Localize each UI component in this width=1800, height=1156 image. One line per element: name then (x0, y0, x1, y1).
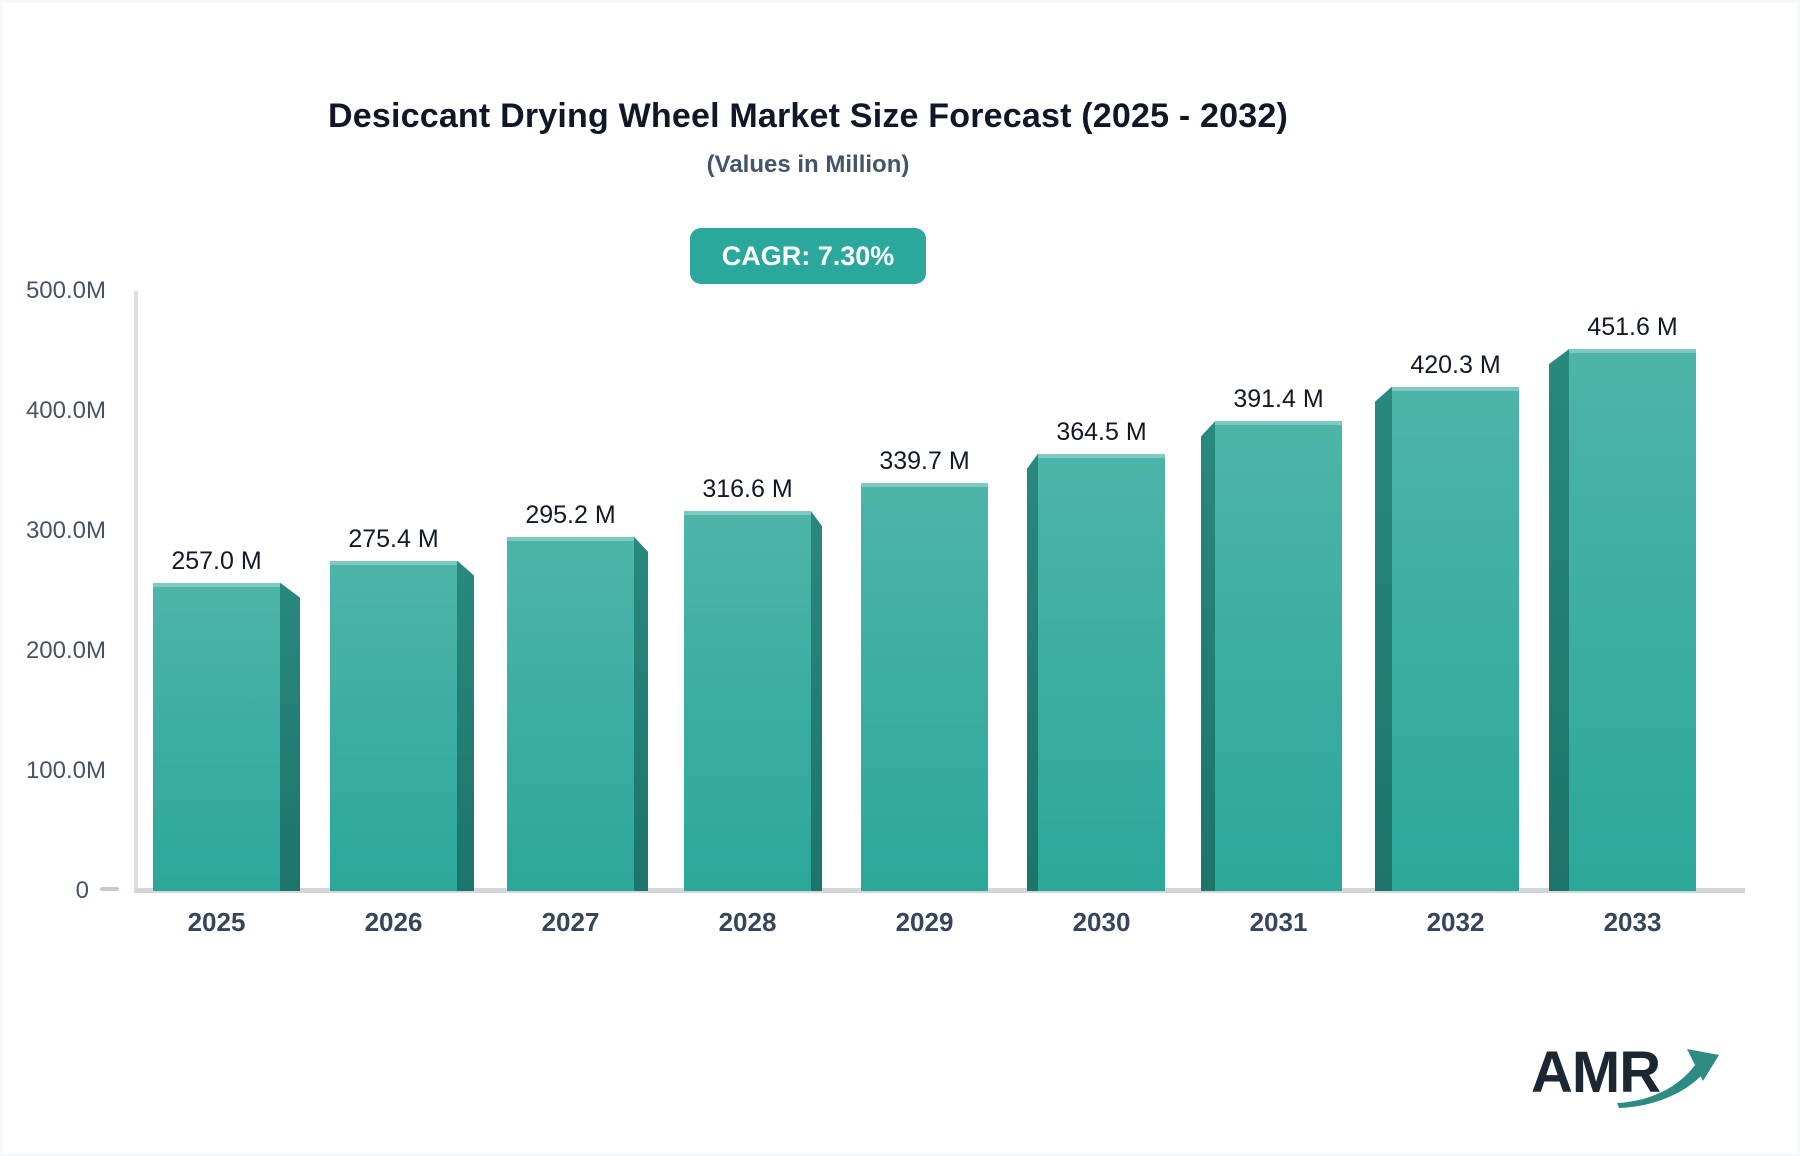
bar-value-label-2032: 420.3 M (1410, 350, 1501, 379)
bar-value-label-2026: 275.4 M (348, 524, 439, 553)
x-axis-label-2027: 2027 (541, 907, 600, 937)
bar-top-highlight (684, 511, 811, 516)
bar-side-2033 (1549, 349, 1569, 891)
bar-top-highlight (1215, 421, 1342, 426)
x-axis-label-2026: 2026 (364, 907, 423, 937)
bar-top-highlight (1569, 349, 1696, 354)
bar-value-label-2030: 364.5 M (1056, 417, 1147, 446)
bar-side-2032 (1375, 386, 1392, 891)
x-axis-label-2025: 2025 (187, 907, 246, 937)
bar-2031[interactable] (1215, 421, 1342, 891)
bar-side-2030 (1027, 453, 1038, 891)
x-axis-label-2028: 2028 (718, 907, 777, 937)
plot-area: 500.0M 400.0M 300.0M 200.0M 100.0M 0 257.0 M 2… (3, 3, 1797, 1153)
x-axis-label-2029: 2029 (895, 907, 954, 937)
bar-value-label-2027: 295.2 M (525, 500, 616, 529)
bar-top-highlight (1392, 386, 1519, 391)
bar-2025[interactable] (153, 582, 280, 891)
y-axis-label-300: 300.0M (25, 517, 106, 544)
bar-value-label-2033: 451.6 M (1587, 313, 1678, 342)
bar-value-label-2025: 257.0 M (171, 546, 262, 575)
x-axis-label-2030: 2030 (1072, 907, 1131, 937)
bar-value-label-2029: 339.7 M (879, 447, 970, 476)
y-axis-label-100: 100.0M (25, 757, 106, 784)
bar-top-highlight (507, 536, 634, 541)
bar-top-highlight (861, 483, 988, 488)
bar-top-highlight (153, 582, 280, 587)
x-axis-label-2031: 2031 (1249, 907, 1308, 937)
chart-title: Desiccant Drying Wheel Market Size Forec… (327, 97, 1288, 135)
bar-2029[interactable] (861, 483, 988, 891)
y-axis-label-0: 0 (75, 877, 89, 904)
chart-subtitle: (Values in Million) (706, 151, 910, 178)
y-axis-label-500: 500.0M (25, 277, 106, 304)
growth-arrow-icon (1617, 1049, 1719, 1108)
bar-value-label-2028: 316.6 M (702, 475, 793, 504)
bar-side-2027 (634, 536, 648, 891)
bar-top-highlight (1038, 453, 1165, 458)
bar-2030[interactable] (1038, 453, 1165, 891)
bar-2026[interactable] (330, 560, 457, 891)
bar-2033[interactable] (1569, 349, 1696, 891)
bar-side-2026 (457, 560, 474, 891)
bar-value-label-2031: 391.4 M (1233, 385, 1324, 414)
bar-2027[interactable] (507, 536, 634, 891)
x-axis-label-2033: 2033 (1603, 907, 1662, 937)
zero-tick-mark (100, 887, 119, 891)
bar-side-2028 (811, 511, 822, 891)
bar-side-2025 (280, 582, 300, 891)
y-axis-label-200: 200.0M (25, 637, 106, 664)
bar-2028[interactable] (684, 511, 811, 891)
x-axis-label-2032: 2032 (1426, 907, 1485, 937)
bar-side-2031 (1201, 421, 1215, 891)
bar-2032[interactable] (1392, 386, 1519, 891)
amr-logo: AMR (1531, 1039, 1731, 1119)
amr-logo-text: AMR (1531, 1040, 1661, 1105)
bar-top-highlight (330, 560, 457, 565)
cagr-badge: CAGR: 7.30% (690, 228, 926, 284)
y-axis-line (134, 291, 138, 892)
y-axis-label-400: 400.0M (25, 397, 106, 424)
